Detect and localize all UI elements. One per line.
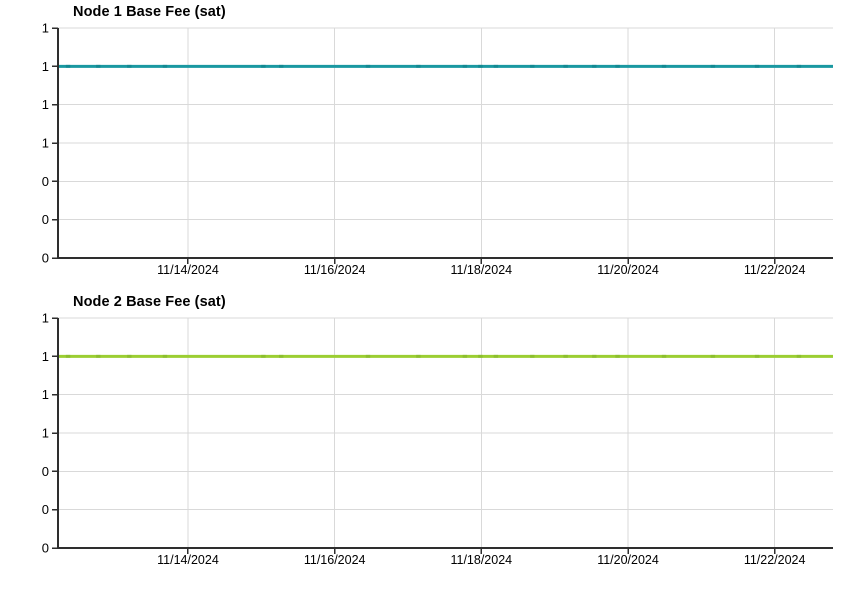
data-point-marker [592,354,597,358]
data-point-marker [478,354,483,358]
data-point-marker [615,64,620,68]
chart-node2-base-fee: Node 2 Base Fee (sat) 1 1 1 1 0 0 0 11/14/2024 1… [0,290,860,580]
data-point-marker [279,354,284,358]
y-tick-label: 1 [42,59,49,74]
data-point-marker [796,354,802,358]
data-point-marker [478,64,483,68]
x-tick-label: 11/18/2024 [450,553,512,567]
y-tick-label: 1 [42,311,49,326]
data-point-marker [261,354,266,358]
data-point-marker [65,354,71,358]
data-point-marker [365,354,371,358]
x-tick-label: 11/22/2024 [744,553,806,567]
data-point-marker [96,354,101,358]
x-tick-label: 11/20/2024 [597,553,659,567]
y-tick-label: 0 [42,174,49,189]
data-point-marker [96,64,101,68]
x-tick-label: 11/20/2024 [597,263,659,277]
data-point-marker [530,354,535,358]
data-point-marker [796,64,802,68]
y-tick-label: 1 [42,426,49,441]
data-point-marker [462,354,468,358]
y-tick-label: 0 [42,251,49,266]
chart-canvas-node2: 1 1 1 1 0 0 0 11/14/2024 11/16/2024 11/18/2024 11/… [42,311,833,567]
data-point-marker [563,64,568,68]
data-point-marker [661,64,667,68]
y-tick-label: 0 [42,502,49,517]
x-tick-label: 11/14/2024 [157,263,219,277]
y-tick-label: 0 [42,212,49,227]
x-tick-label: 11/18/2024 [450,263,512,277]
data-point-marker [416,64,421,68]
data-point-marker [661,354,667,358]
data-point-marker [416,354,421,358]
data-point-marker [127,64,132,68]
data-point-marker [279,64,284,68]
y-tick-label: 1 [42,387,49,402]
chart-node1-base-fee: Node 1 Base Fee (sat) 1 1 1 1 0 0 0 11/14/2024 1… [0,0,860,290]
data-point-marker [65,64,71,68]
chart-canvas-node1: 1 1 1 1 0 0 0 11/14/2024 11/16/2024 11/18/2024 11/… [42,21,833,277]
data-point-marker [754,64,760,68]
data-point-marker [493,354,499,358]
y-tick-label: 1 [42,349,49,364]
y-tick-label: 1 [42,97,49,112]
data-point-marker [365,64,371,68]
x-tick-label: 11/22/2024 [744,263,806,277]
x-tick-label: 11/16/2024 [304,553,366,567]
chart-title-node2: Node 2 Base Fee (sat) [73,294,226,310]
data-point-marker [530,64,535,68]
data-point-marker [710,64,716,68]
data-point-marker [127,354,132,358]
data-point-marker [162,64,168,68]
chart-title-node1: Node 1 Base Fee (sat) [73,4,226,20]
data-point-marker [261,64,266,68]
y-tick-label: 0 [42,464,49,479]
y-tick-label: 1 [42,136,49,151]
data-point-marker [754,354,760,358]
data-point-marker [710,354,716,358]
data-point-marker [563,354,568,358]
y-tick-label: 0 [42,541,49,556]
data-point-marker [615,354,620,358]
data-point-marker [162,354,168,358]
x-tick-label: 11/14/2024 [157,553,219,567]
data-point-marker [493,64,499,68]
x-tick-label: 11/16/2024 [304,263,366,277]
y-tick-label: 1 [42,21,49,36]
data-point-marker [592,64,597,68]
data-point-marker [462,64,468,68]
